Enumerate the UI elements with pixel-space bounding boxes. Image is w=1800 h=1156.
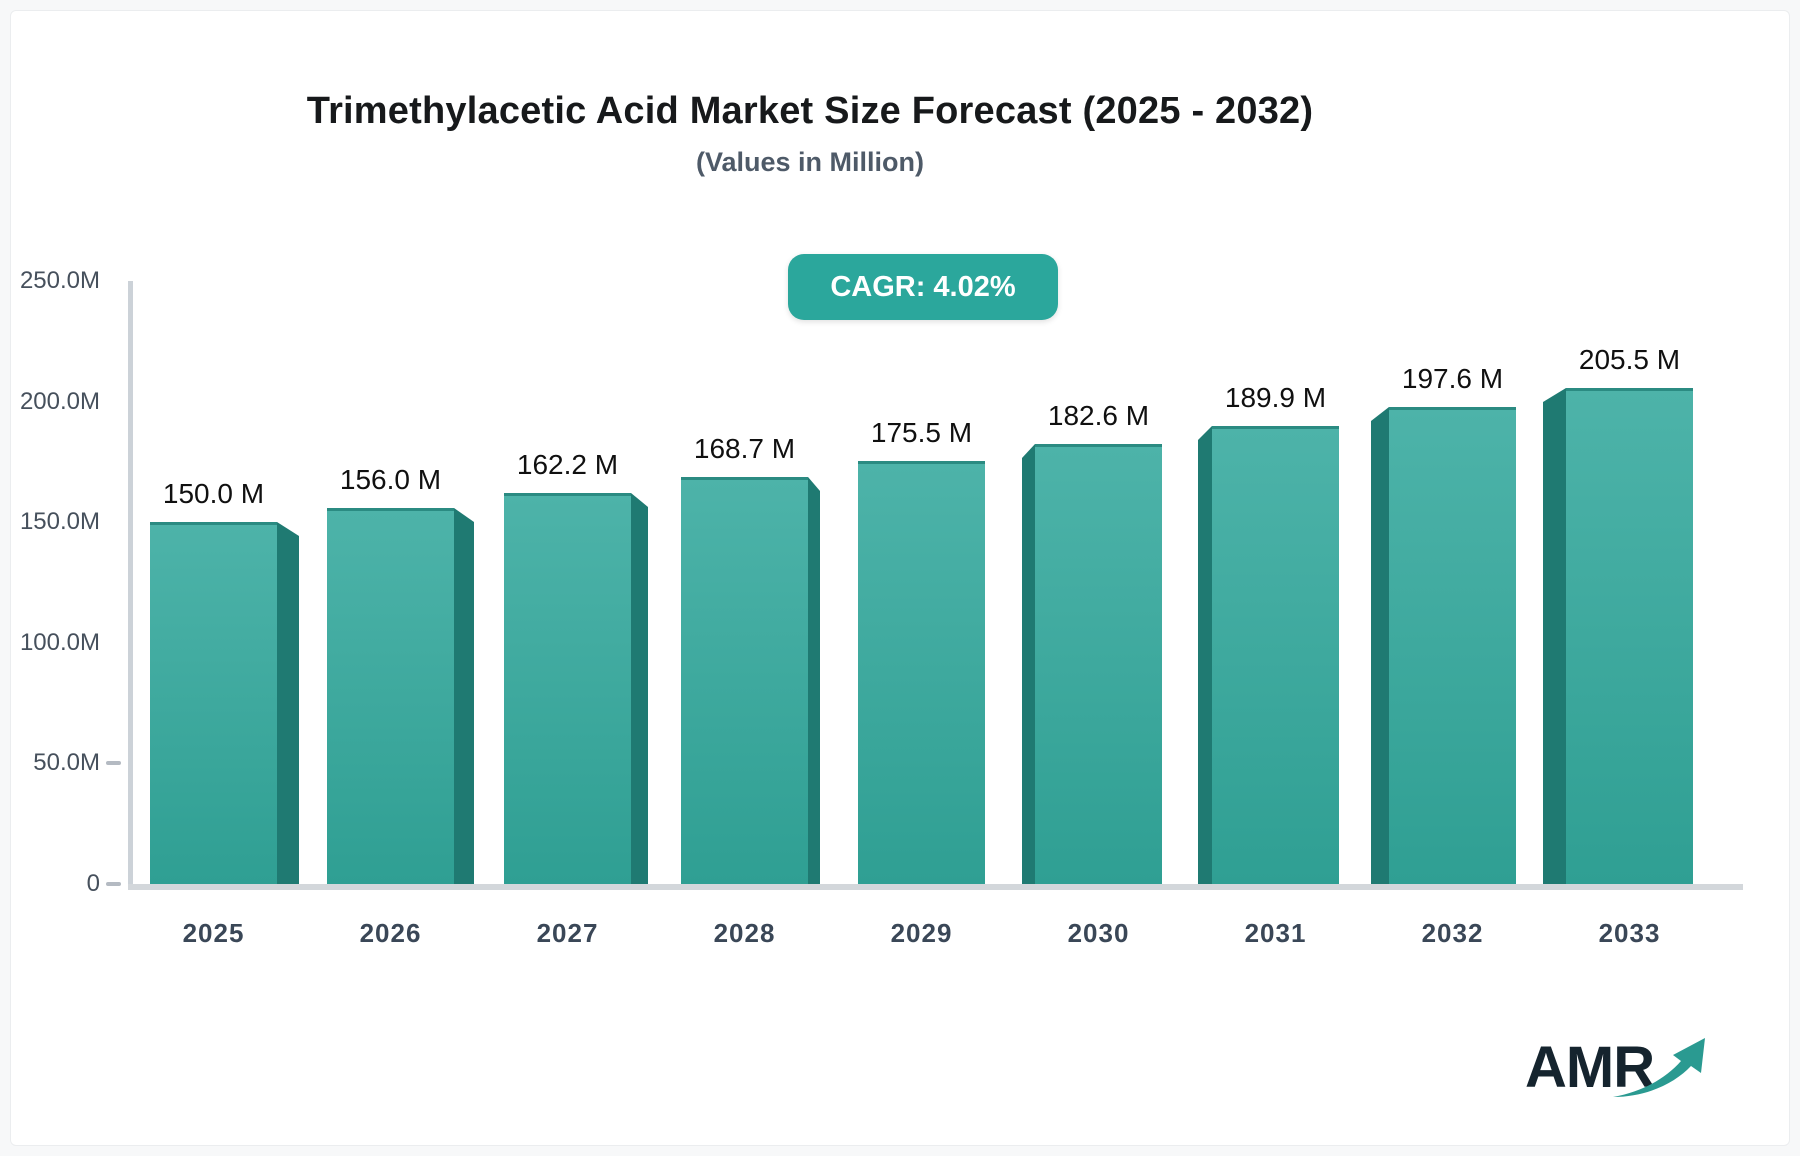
bar-value-label: 189.9 M [1224, 382, 1327, 413]
bar-value-label: 182.6 M [1047, 400, 1150, 431]
bar-2033 [1566, 388, 1693, 884]
bar-value-label: 156.0 M [339, 464, 442, 495]
chart-title: Trimethylacetic Acid Market Size Forecas… [306, 90, 1314, 132]
x-axis-year-label: 2026 [359, 918, 422, 948]
bar-side-shadow [1543, 388, 1566, 884]
y-axis-tick-label: 100.0M [19, 628, 100, 656]
chart-subtitle: (Values in Million) [695, 147, 925, 177]
bar-value-label: 197.6 M [1401, 363, 1504, 394]
bar-side-shadow [808, 477, 820, 884]
bar-2028 [681, 477, 808, 884]
bar-2030 [1035, 444, 1162, 884]
bar-value-label: 175.5 M [870, 417, 973, 448]
amr-logo: AMR [1525, 1030, 1725, 1120]
y-axis-tick-label: 0 [86, 870, 100, 897]
bar-side-shadow [454, 508, 474, 884]
amr-logo-text: AMR [1525, 1035, 1655, 1100]
bar-value-label: 205.5 M [1578, 344, 1681, 375]
bar-2031 [1212, 426, 1339, 884]
bar-side-shadow [1198, 426, 1212, 884]
x-axis-year-label: 2027 [536, 918, 599, 948]
y-axis-tick-mark [106, 761, 121, 766]
y-axis-tick-label: 50.0M [33, 749, 100, 777]
x-axis-year-label: 2030 [1067, 918, 1130, 948]
x-axis-baseline [128, 884, 1743, 890]
y-axis-line [128, 281, 133, 890]
x-axis-year-label: 2033 [1598, 918, 1661, 948]
y-axis-tick-label: 250.0M [19, 267, 100, 294]
bar-side-shadow [277, 522, 299, 884]
growth-arrow-icon [1613, 1038, 1705, 1097]
bar-side-shadow [1022, 444, 1035, 884]
x-axis-year-label: 2028 [713, 918, 776, 948]
x-axis-year-label: 2031 [1244, 918, 1307, 948]
x-axis-year-label: 2032 [1421, 918, 1484, 948]
y-axis-tick-label: 150.0M [19, 508, 100, 536]
bar-2026 [327, 508, 454, 884]
y-axis-tick-mark [106, 882, 121, 886]
bar-side-shadow [1371, 407, 1389, 884]
bar-2029 [858, 461, 985, 884]
bar-2032 [1389, 407, 1516, 884]
bar-side-shadow [631, 493, 648, 884]
y-axis-tick-label: 200.0M [19, 387, 100, 415]
x-axis-year-label: 2025 [182, 918, 245, 948]
cagr-badge: CAGR: 4.02% [788, 254, 1058, 320]
bar-2025 [150, 522, 277, 884]
title-block: Trimethylacetic Acid Market Size Forecas… [0, 90, 1620, 178]
bar-value-label: 150.0 M [162, 478, 265, 509]
bar-2027 [504, 493, 631, 884]
bar-value-label: 162.2 M [516, 449, 619, 480]
x-axis-year-label: 2029 [890, 918, 953, 948]
bar-value-label: 168.7 M [693, 433, 796, 464]
